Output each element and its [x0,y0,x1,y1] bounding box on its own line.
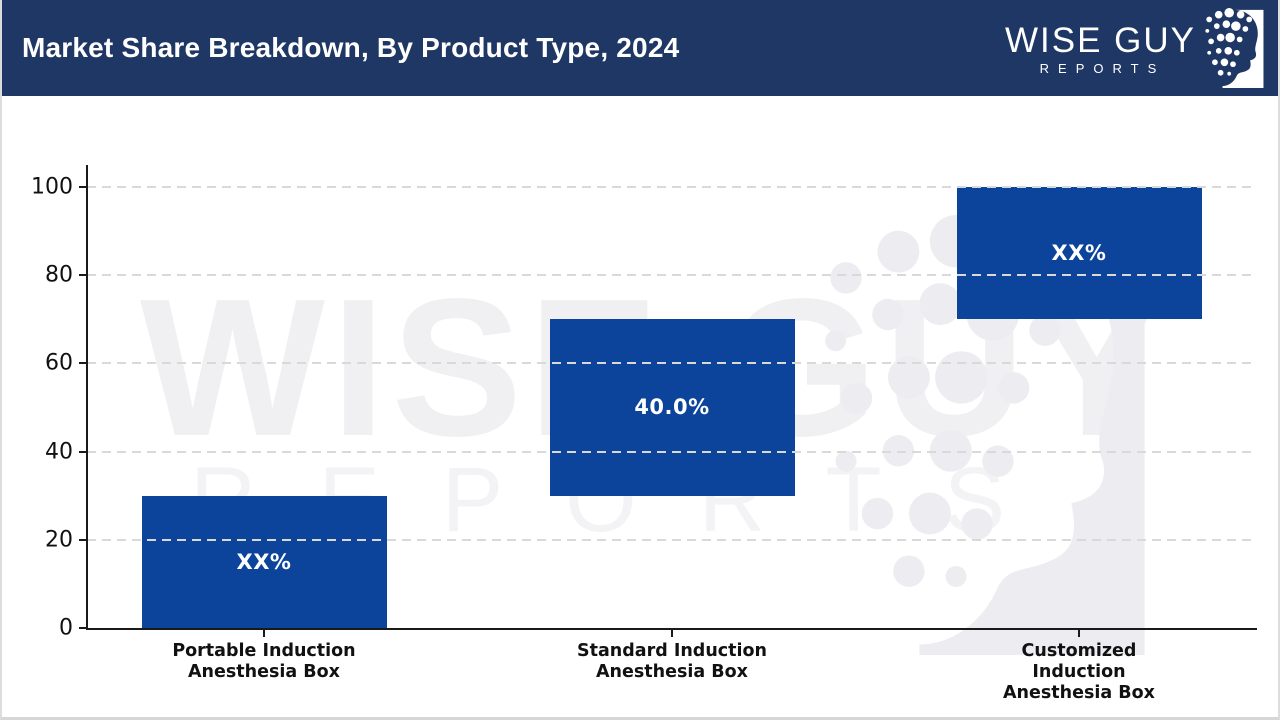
gridline-60 [87,362,1257,365]
y-tick-100 [79,186,87,188]
bar-value-label-3: XX% [1051,241,1107,266]
x-category-line: Anesthesia Box [188,662,340,682]
gridline-80 [87,274,1257,277]
y-tick-label-0: 0 [59,615,73,641]
x-category-line: Induction [1032,662,1126,682]
x-category-label-2: Standard Induction Anesthesia Box [512,641,832,683]
logo-wordmark: WISE GUY [1004,20,1196,60]
y-tick-label-80: 80 [45,262,73,288]
x-category-line: Anesthesia Box [596,662,748,682]
x-category-line: Portable Induction [172,641,356,661]
header-band: Market Share Breakdown, By Product Type,… [2,0,1278,96]
y-tick-60 [79,362,87,365]
bar-value-label-2: 40.0% [634,395,710,420]
x-category-label-1: Portable Induction Anesthesia Box [104,641,424,683]
page-title: Market Share Breakdown, By Product Type,… [22,32,680,63]
x-tick-1 [263,630,265,637]
y-tick-label-100: 100 [31,174,73,200]
gridline-20 [87,538,1257,541]
x-tick-2 [671,630,673,637]
bar-segment-2: 40.0% [549,319,795,496]
bar-value-label-1: XX% [236,549,292,574]
x-category-line: Anesthesia Box [1003,683,1155,703]
x-axis-spine [86,628,1257,630]
gridline-100 [87,186,1257,188]
logo-text: WISE GUY REPORTS [1004,20,1196,76]
bar-segment-3: XX% [956,187,1202,320]
y-tick-label-20: 20 [45,527,73,553]
y-tick-80 [79,274,87,277]
x-category-label-3: Customized Induction Anesthesia Box [919,641,1239,704]
logo-face-icon [1205,8,1264,88]
bar-chart-plot-area: 0 20 40 60 80 100 XX% 40.0% XX% Portable Inductio… [2,96,1278,717]
y-tick-label-40: 40 [45,439,73,465]
logo-subtitle: REPORTS [1039,60,1166,76]
x-tick-3 [1078,630,1080,637]
wise-guy-reports-logo: WISE GUY REPORTS [1005,8,1264,88]
y-tick-0 [79,627,87,629]
bar-segment-1: XX% [141,495,387,628]
x-category-line: Standard Induction [577,641,767,661]
gridline-40 [87,450,1257,453]
y-axis-spine [86,164,88,630]
y-tick-20 [79,538,87,541]
y-tick-40 [79,450,87,453]
y-tick-label-60: 60 [45,350,73,376]
x-category-line: Customized [1021,641,1137,661]
